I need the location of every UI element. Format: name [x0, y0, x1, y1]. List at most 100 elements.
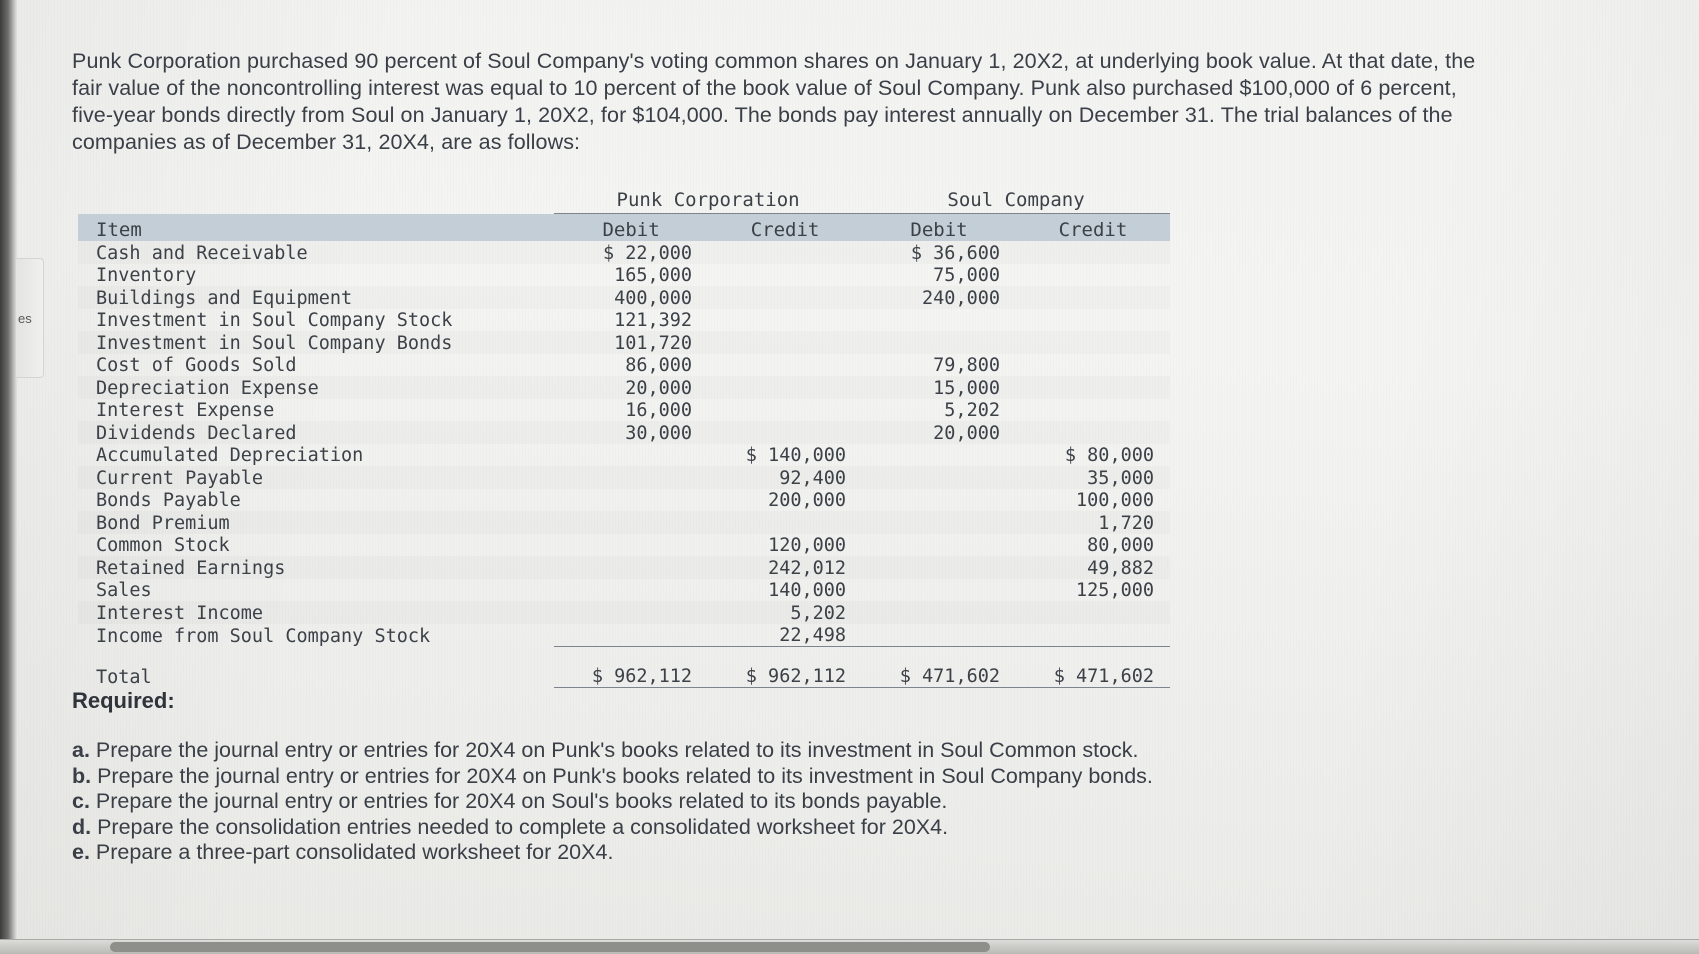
col-header-soul-debit: Debit: [862, 213, 1016, 241]
row-item-label: Current Payable: [96, 467, 264, 489]
row-punk-credit: 140,000: [768, 580, 847, 601]
row-item-label: Buildings and Equipment: [96, 287, 353, 309]
required-item-text: Prepare a three-part consolidated worksh…: [95, 840, 614, 864]
table-row: Current Payable 92,400 35,000: [78, 466, 1170, 489]
row-soul-debit: 79,800: [933, 355, 1000, 376]
row-punk-credit: [708, 286, 862, 309]
horizontal-scrollbar[interactable]: [0, 939, 1699, 954]
table-total-row: Total $ 962,112 $ 962,112 $ 471,602 $ 471,60…: [78, 646, 1170, 688]
col-header-punk-credit: Credit: [708, 213, 863, 241]
row-punk-credit: $ 140,000: [745, 445, 847, 466]
group-header-punk: Punk Corporation: [554, 183, 863, 214]
table-column-header-row: Item Debit Credit Debit Credit: [78, 213, 1170, 241]
row-soul-credit: [1016, 399, 1170, 422]
total-soul-credit: $ 471,602: [1016, 646, 1170, 688]
row-item-label: Interest Expense: [96, 400, 275, 421]
scrollbar-thumb[interactable]: [110, 942, 990, 952]
row-punk-credit: 242,012: [768, 557, 847, 579]
row-soul-credit: [1016, 264, 1170, 287]
required-item-text: Prepare the journal entry or entries for…: [95, 738, 1139, 762]
row-punk-debit: 86,000: [625, 355, 693, 376]
row-item-label: Depreciation Expense: [96, 377, 319, 399]
row-punk-credit: [708, 309, 862, 332]
row-item-label: Dividends Declared: [96, 422, 297, 444]
row-soul-credit: [1016, 624, 1170, 647]
row-punk-credit: 22,498: [779, 625, 847, 646]
row-soul-credit: 49,882: [1087, 557, 1154, 579]
row-soul-credit: $ 80,000: [1064, 445, 1154, 466]
row-punk-credit: [708, 354, 862, 377]
required-item-text: Prepare the consolidation entries needed…: [97, 814, 949, 839]
row-punk-debit: 30,000: [625, 422, 693, 444]
col-header-soul-credit: Credit: [1016, 213, 1170, 241]
table-row: Sales 140,000 125,000: [78, 579, 1170, 602]
row-punk-credit: [708, 241, 862, 264]
total-soul-debit: $ 471,602: [862, 646, 1016, 688]
row-soul-credit: [1016, 376, 1170, 399]
row-punk-credit: [708, 421, 862, 444]
row-punk-credit: 5,202: [790, 602, 847, 624]
row-soul-debit: 75,000: [933, 265, 1000, 286]
row-soul-debit: 5,202: [944, 400, 1000, 421]
row-soul-debit: [862, 579, 1016, 602]
row-soul-debit: [862, 466, 1016, 489]
row-soul-credit: [1016, 354, 1170, 377]
required-item-letter: c.: [72, 789, 90, 813]
table-row: Bonds Payable 200,000 100,000: [78, 489, 1170, 512]
row-item-label: Cash and Receivable: [96, 242, 308, 264]
row-soul-debit: [862, 601, 1016, 624]
row-soul-debit: [862, 511, 1016, 534]
row-soul-debit: 240,000: [922, 287, 1000, 309]
trial-balance: Punk Corporation Soul Company Item Debit Cre…: [78, 183, 1170, 694]
row-punk-debit: [554, 511, 708, 534]
row-punk-credit: [708, 264, 862, 287]
required-item: c. Prepare the journal entry or entries …: [72, 789, 1472, 815]
table-row: Depreciation Expense 20,000 15,000: [78, 376, 1170, 399]
row-punk-debit: [554, 489, 708, 512]
row-soul-credit: 100,000: [1076, 490, 1154, 511]
row-punk-debit: [554, 534, 708, 557]
row-soul-debit: [862, 331, 1016, 354]
row-item-label: Common Stock: [96, 535, 230, 556]
row-soul-debit: [862, 444, 1016, 467]
group-header-soul: Soul Company: [862, 183, 1170, 214]
row-punk-debit: $ 22,000: [602, 242, 693, 264]
row-item-label: Accumulated Depreciation: [96, 445, 364, 466]
table-row: Dividends Declared 30,000 20,000: [78, 421, 1170, 444]
required-item-letter: e.: [72, 840, 90, 864]
table-row: Cost of Goods Sold 86,000 79,800: [78, 354, 1170, 377]
required-item-text: Prepare the journal entry or entries for…: [95, 789, 948, 813]
row-punk-credit: [708, 376, 862, 399]
required-heading: Required:: [72, 688, 175, 713]
row-item-label: Sales: [96, 580, 152, 601]
table-row: Investment in Soul Company Stock 121,392: [78, 309, 1170, 332]
row-item-label: Interest Income: [96, 602, 264, 624]
row-punk-credit: [708, 511, 862, 534]
left-tab-fragment[interactable]: es: [16, 258, 44, 378]
left-page-gutter: [0, 0, 18, 954]
row-soul-debit: 20,000: [933, 422, 1000, 444]
row-punk-credit: [708, 331, 862, 354]
row-item-label: Bonds Payable: [96, 490, 241, 511]
row-item-label: Inventory: [96, 265, 197, 286]
row-item-label: Investment in Soul Company Bonds: [96, 332, 453, 354]
row-soul-credit: 125,000: [1076, 580, 1154, 601]
col-header-item: Item: [78, 213, 555, 241]
row-soul-debit: [862, 309, 1016, 332]
required-item-text: Prepare the journal entry or entries for…: [97, 763, 1153, 788]
required-item-letter: d.: [72, 814, 92, 839]
row-punk-debit: [554, 624, 708, 647]
row-item-label: Bond Premium: [96, 512, 230, 534]
table-bottom-rule: [78, 687, 1170, 694]
row-item-label: Retained Earnings: [96, 557, 286, 579]
table-row: Retained Earnings 242,012 49,882: [78, 556, 1170, 579]
table-row: Common Stock 120,000 80,000: [78, 534, 1170, 557]
row-item-label: Cost of Goods Sold: [96, 355, 297, 376]
row-soul-debit: $ 36,600: [910, 242, 1000, 264]
row-soul-debit: [862, 624, 1016, 647]
required-item: d. Prepare the consolidation entries nee…: [72, 815, 1472, 841]
row-punk-credit: [708, 399, 862, 422]
row-soul-credit: [1016, 421, 1170, 444]
table-row: Accumulated Depreciation $ 140,000 $ 80,00…: [78, 444, 1170, 467]
table-row: Interest Income 5,202: [78, 601, 1170, 624]
